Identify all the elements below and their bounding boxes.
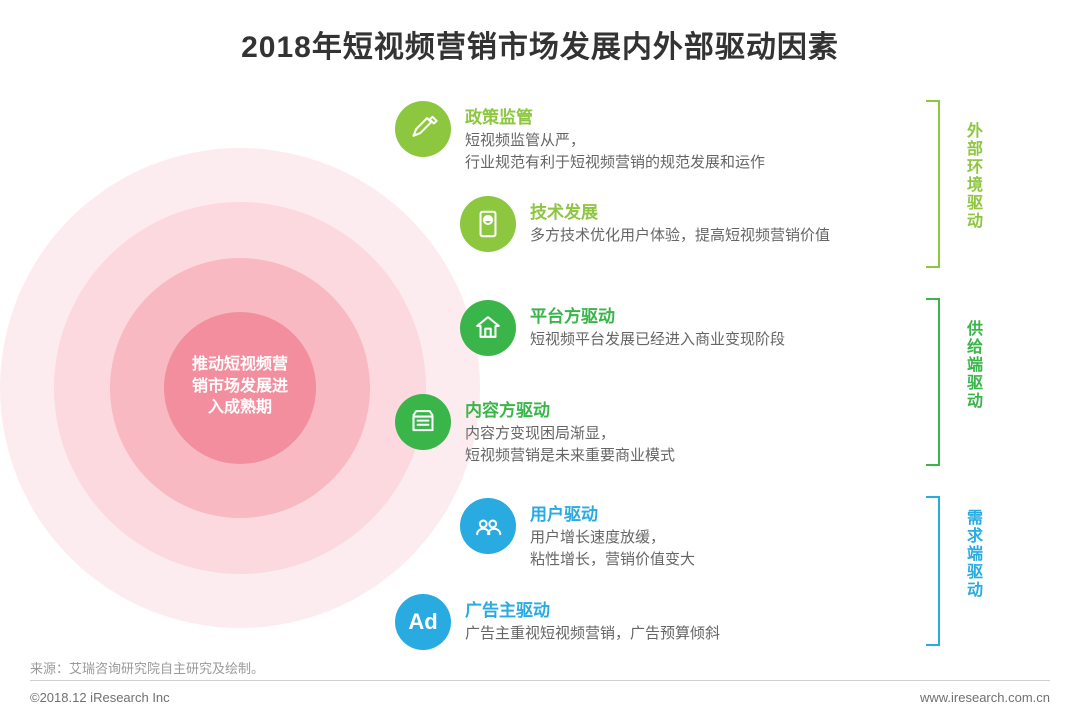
driver-head: 技术发展 [530, 198, 915, 223]
driver-icon [460, 498, 516, 554]
driver-body: 短视频监管从严，行业规范有利于短视频营销的规范发展和运作 [465, 130, 915, 174]
center-label: 推动短视频营销市场发展进入成熟期 [170, 354, 310, 419]
driver-text: 内容方驱动内容方变现困局渐显，短视频营销是未来重要商业模式 [465, 394, 915, 467]
driver-item: 政策监管短视频监管从严，行业规范有利于短视频营销的规范发展和运作 [395, 101, 915, 174]
group-side-label: 供给端驱动 [960, 320, 984, 410]
group-bracket [926, 298, 940, 466]
driver-body: 用户增长速度放缓，粘性增长，营销价值变大 [530, 527, 915, 571]
driver-body: 短视频平台发展已经进入商业变现阶段 [530, 329, 915, 351]
driver-head: 平台方驱动 [530, 302, 915, 327]
driver-body: 内容方变现困局渐显，短视频营销是未来重要商业模式 [465, 423, 915, 467]
group-bracket [926, 100, 940, 268]
driver-text: 平台方驱动短视频平台发展已经进入商业变现阶段 [530, 300, 915, 351]
driver-item: 平台方驱动短视频平台发展已经进入商业变现阶段 [460, 300, 915, 356]
page-title: 2018年短视频营销市场发展内外部驱动因素 [0, 22, 1080, 66]
driver-icon [395, 101, 451, 157]
group-side-label: 外部环境驱动 [960, 122, 984, 230]
driver-head: 广告主驱动 [465, 596, 915, 621]
driver-text: 用户驱动用户增长速度放缓，粘性增长，营销价值变大 [530, 498, 915, 571]
driver-item: 用户驱动用户增长速度放缓，粘性增长，营销价值变大 [460, 498, 915, 571]
driver-text: 政策监管短视频监管从严，行业规范有利于短视频营销的规范发展和运作 [465, 101, 915, 174]
source-note: 来源：艾瑞咨询研究院自主研究及绘制。 [30, 658, 264, 677]
driver-item: 技术发展多方技术优化用户体验，提高短视频营销价值 [460, 196, 915, 252]
driver-body: 多方技术优化用户体验，提高短视频营销价值 [530, 225, 915, 247]
driver-text: 广告主驱动广告主重视短视频营销，广告预算倾斜 [465, 594, 915, 645]
footer-url: www.iresearch.com.cn [920, 690, 1050, 705]
footer-separator [30, 680, 1050, 681]
group-bracket [926, 496, 940, 646]
driver-head: 内容方驱动 [465, 396, 915, 421]
driver-head: 政策监管 [465, 103, 915, 128]
driver-icon [460, 300, 516, 356]
driver-text: 技术发展多方技术优化用户体验，提高短视频营销价值 [530, 196, 915, 247]
driver-item: Ad 广告主驱动广告主重视短视频营销，广告预算倾斜 [395, 594, 915, 650]
group-side-label: 需求端驱动 [960, 509, 984, 599]
copyright: ©2018.12 iResearch Inc [30, 690, 170, 705]
driver-item: 内容方驱动内容方变现困局渐显，短视频营销是未来重要商业模式 [395, 394, 915, 467]
driver-icon [460, 196, 516, 252]
driver-icon: Ad [395, 594, 451, 650]
driver-body: 广告主重视短视频营销，广告预算倾斜 [465, 623, 915, 645]
driver-icon [395, 394, 451, 450]
driver-head: 用户驱动 [530, 500, 915, 525]
